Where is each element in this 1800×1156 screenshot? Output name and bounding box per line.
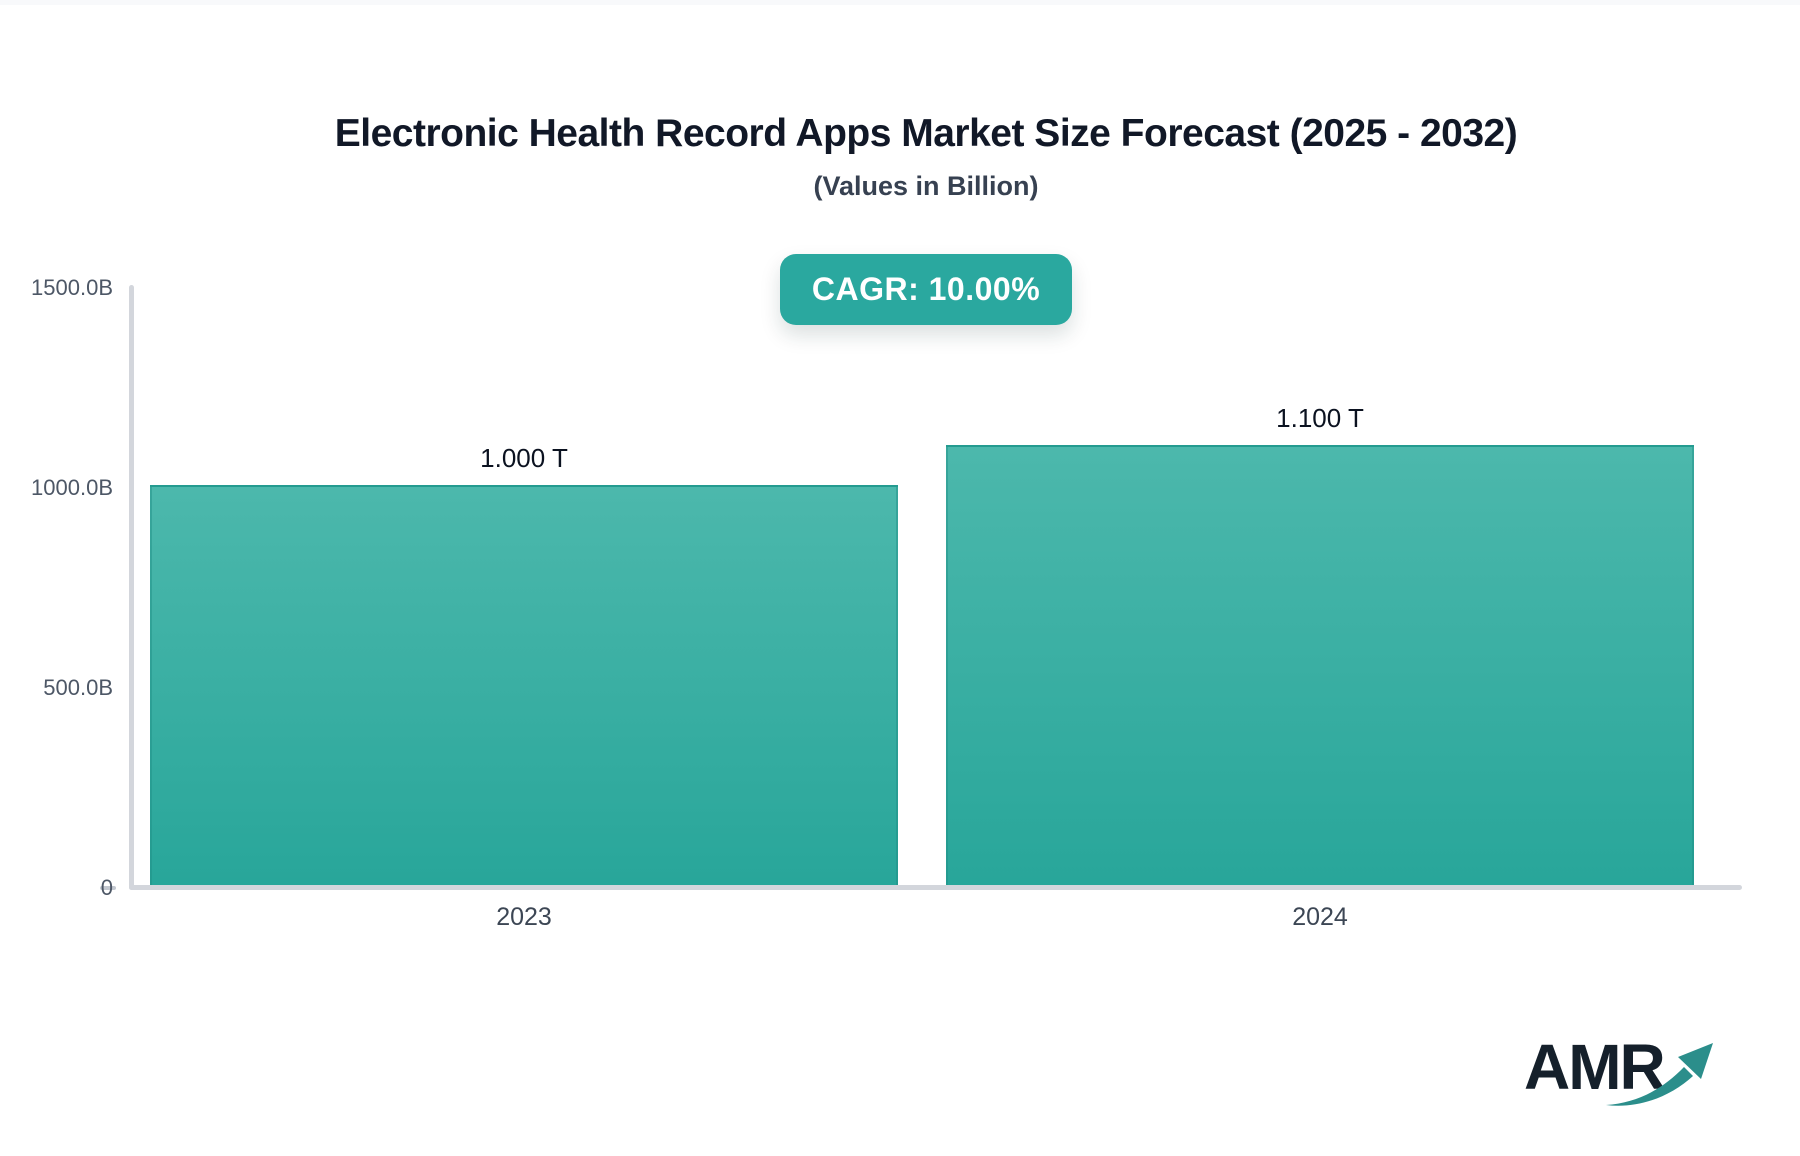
- y-axis-tick-label: 1000.0B: [31, 474, 113, 500]
- cagr-badge: CAGR: 10.00%: [780, 254, 1072, 325]
- y-axis-line: [129, 285, 134, 890]
- amr-logo: AMR: [1524, 1030, 1724, 1120]
- page-top-edge: [0, 0, 1800, 5]
- y-axis-tick-label: 1500.0B: [31, 274, 113, 300]
- y-axis-tick-label: 0: [100, 874, 113, 900]
- chart-title: Electronic Health Record Apps Market Siz…: [334, 112, 1518, 155]
- bar-2023: [150, 485, 898, 885]
- bar-value-label: 1.000 T: [480, 443, 568, 473]
- zero-tick-mark: [100, 885, 116, 890]
- x-axis-category-label: 2023: [496, 903, 552, 931]
- chart-subtitle: (Values in Billion): [813, 170, 1039, 201]
- bar-2024: [946, 445, 1694, 885]
- amr-logo-text: AMR: [1524, 1031, 1666, 1103]
- bar-value-label: 1.100 T: [1276, 403, 1364, 433]
- x-axis-category-label: 2024: [1292, 903, 1348, 931]
- y-axis-tick-label: 500.0B: [43, 674, 113, 700]
- x-axis-line: [129, 885, 1742, 890]
- chart-header: Electronic Health Record Apps Market Siz…: [52, 0, 1800, 202]
- growth-arrow-icon: [1606, 1043, 1713, 1106]
